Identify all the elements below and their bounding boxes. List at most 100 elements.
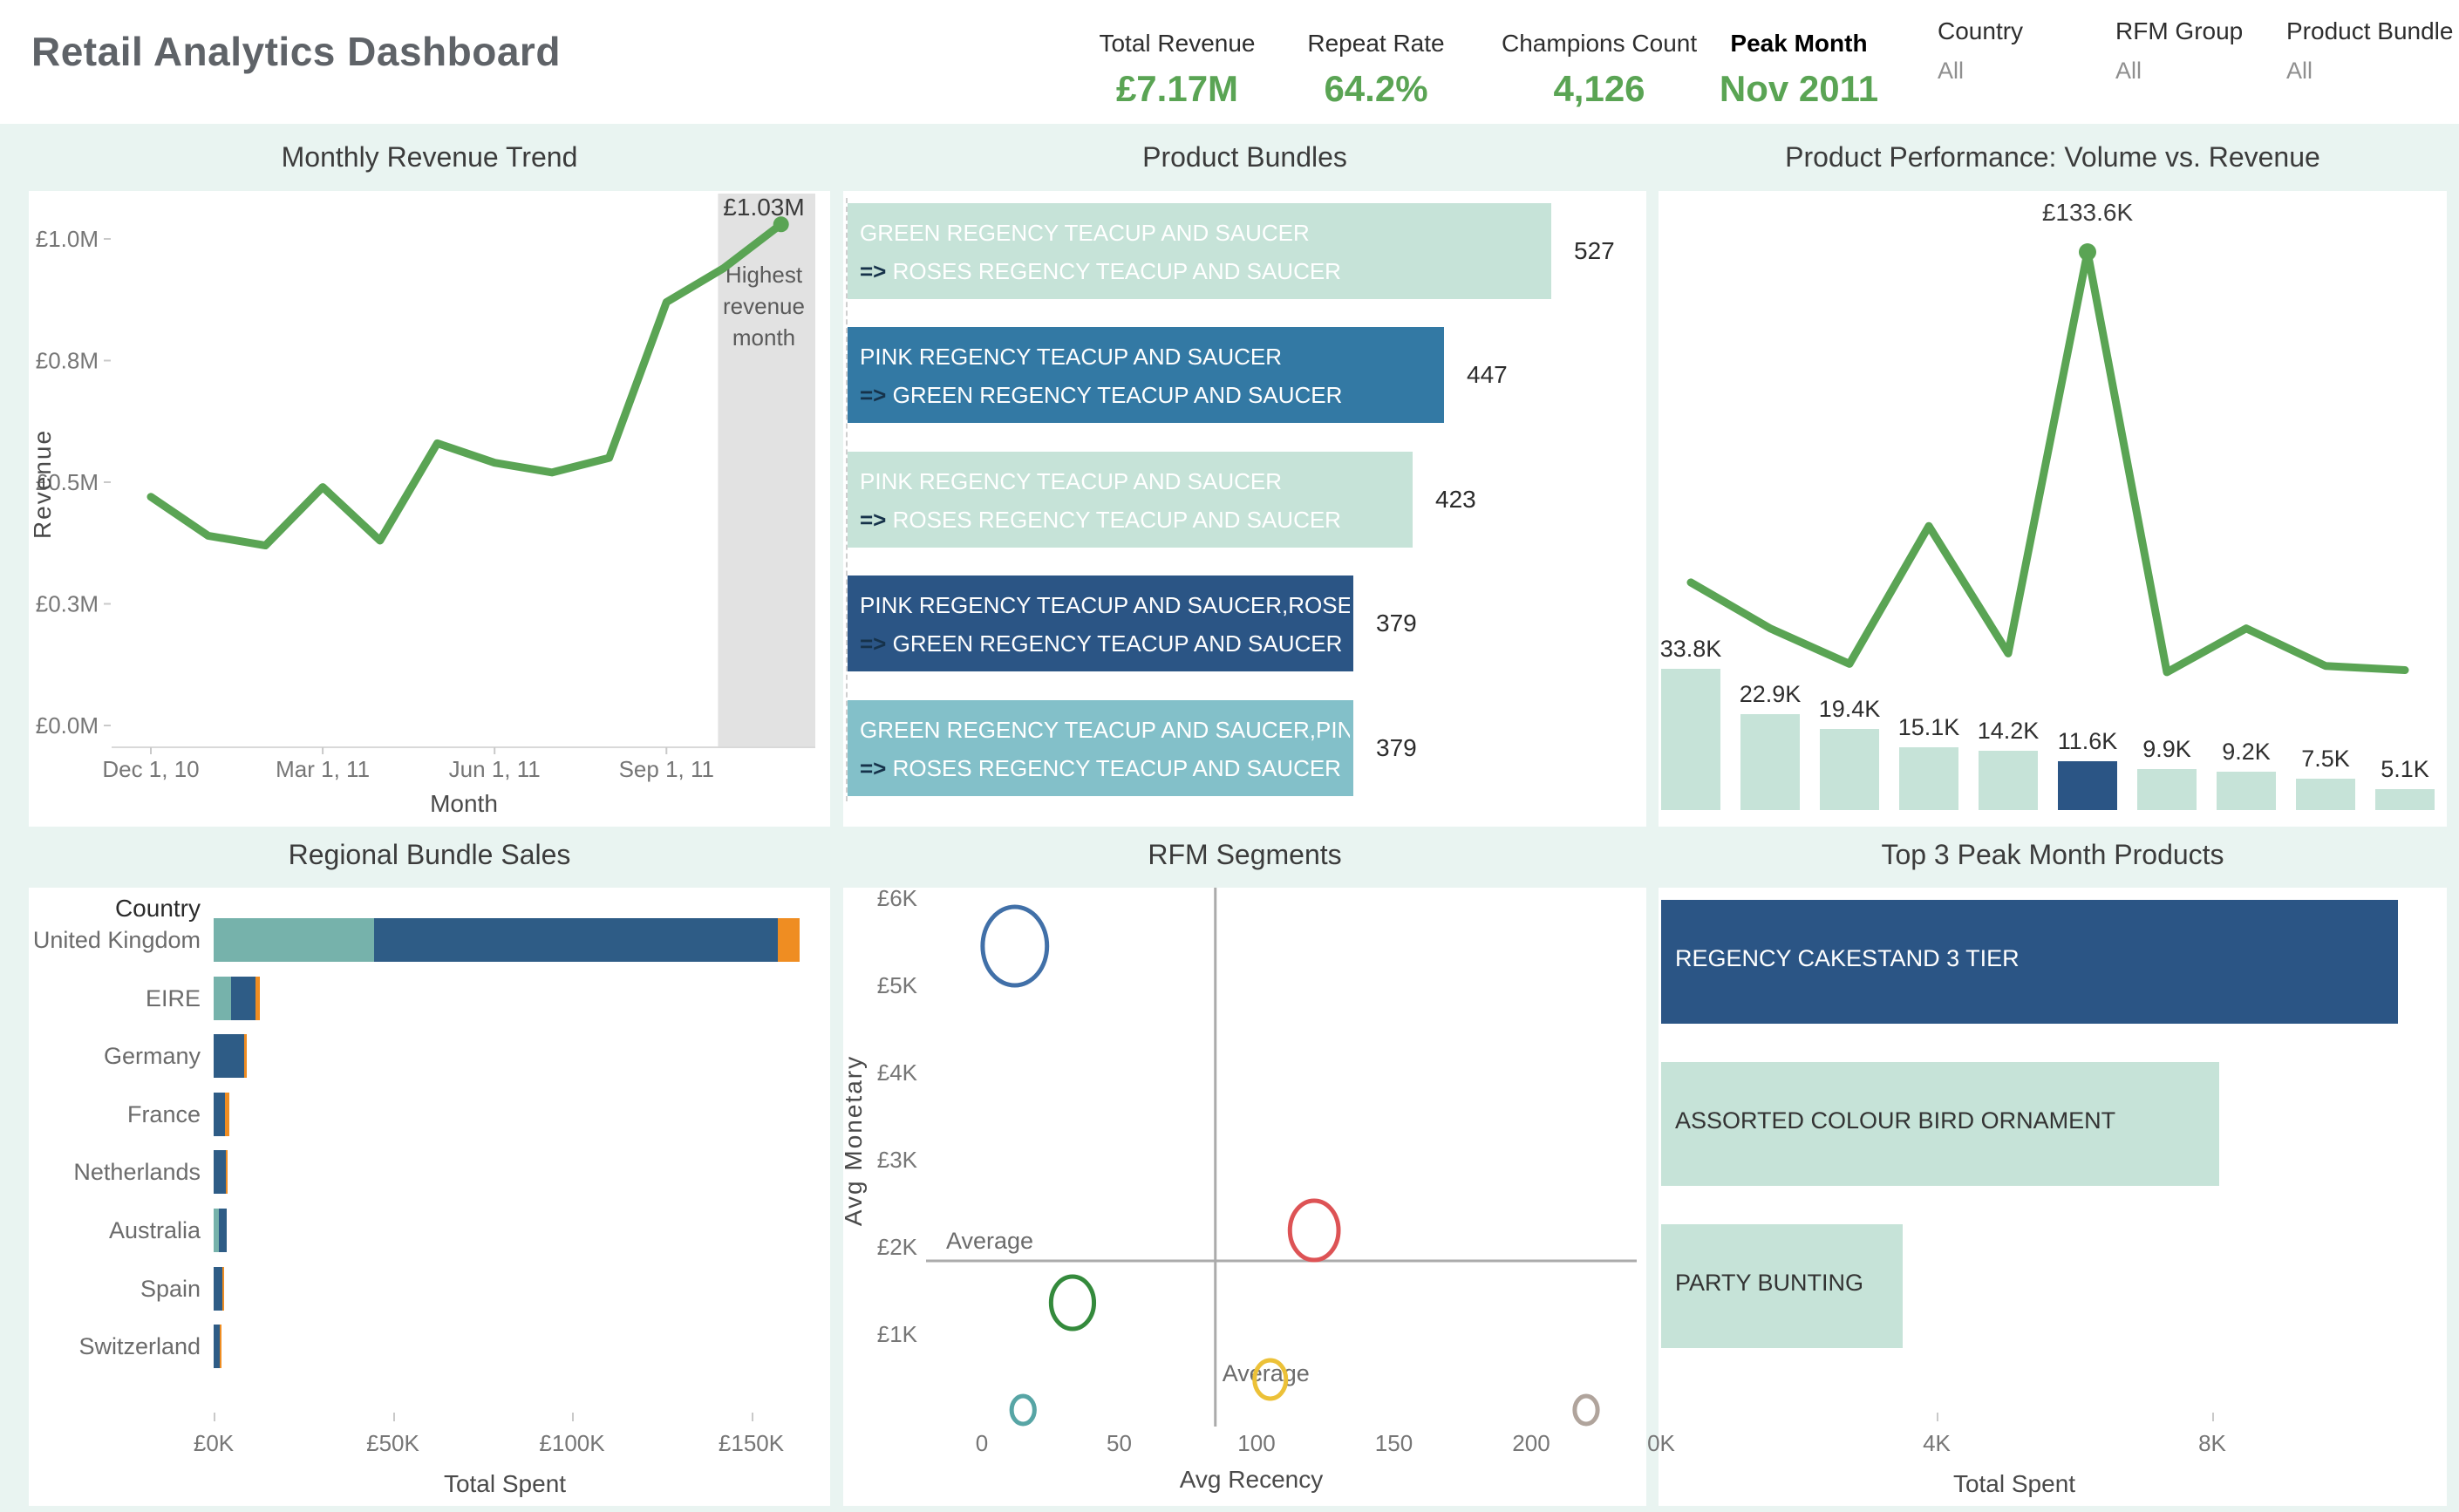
rfm-segment-ring[interactable] xyxy=(980,904,1050,988)
x-tick-label: 50 xyxy=(1107,1430,1132,1456)
stacked-segment[interactable] xyxy=(224,1092,230,1136)
volume-bar-label: 9.9K xyxy=(2142,735,2191,762)
stacked-segment[interactable] xyxy=(244,1034,248,1079)
rfm-segment-ring[interactable] xyxy=(1572,1393,1600,1427)
monthly-revenue-trend-chart: Highest revenue month £0.0M £0.3M £0.5M £0.8M £… xyxy=(29,191,830,827)
bundle-source-label: GREEN REGENCY TEACUP AND SAUCER xyxy=(860,220,1310,246)
stacked-segment[interactable] xyxy=(214,1034,245,1079)
stacked-segment[interactable] xyxy=(214,1266,222,1311)
x-tick-label: £0K xyxy=(193,1430,235,1456)
rfm-segment-ring[interactable] xyxy=(1287,1198,1341,1263)
kpi-label: Peak Month xyxy=(1730,30,1868,57)
bundle-bar[interactable]: PINK REGENCY TEACUP AND SAUCER => GREEN R… xyxy=(848,327,1444,424)
kpi-repeat-rate: Repeat Rate 64.2% xyxy=(1299,30,1453,110)
bundle-bar[interactable]: PINK REGENCY TEACUP AND SAUCER,ROSES REG… xyxy=(848,576,1353,672)
x-tick-label: Jun 1, 11 xyxy=(449,756,541,782)
product-bar[interactable]: ASSORTED COLOUR BIRD ORNAMENT xyxy=(1661,1062,2219,1186)
bundle-source-label: PINK REGENCY TEACUP AND SAUCER,ROSES REG… xyxy=(860,592,1350,619)
rfm-segment-ring[interactable] xyxy=(1009,1393,1037,1427)
stacked-segment[interactable] xyxy=(374,918,778,962)
revenue-peak-marker[interactable] xyxy=(2079,243,2096,262)
y-tick-label: £5K xyxy=(877,972,918,998)
x-tick-label: 0K xyxy=(1647,1430,1675,1456)
stacked-segment[interactable] xyxy=(777,918,800,962)
country-label: United Kingdom xyxy=(32,927,201,953)
stacked-segment[interactable] xyxy=(214,918,375,962)
x-tick-mark xyxy=(214,1413,215,1421)
volume-bar-label: 5.1K xyxy=(2381,755,2429,782)
avg-recency-label: Average xyxy=(1223,1360,1310,1386)
stacked-segment[interactable] xyxy=(214,1092,225,1136)
volume-bar[interactable] xyxy=(2137,768,2197,810)
x-tick-label: 0 xyxy=(976,1430,988,1456)
bundle-value-label: 423 xyxy=(1435,485,1476,513)
volume-bar[interactable] xyxy=(1820,729,1879,810)
bundle-bar[interactable]: PINK REGENCY TEACUP AND SAUCER => ROSES R… xyxy=(848,451,1413,548)
bundle-value-label: 527 xyxy=(1574,237,1615,264)
stacked-segment[interactable] xyxy=(214,1325,220,1369)
stacked-segment[interactable] xyxy=(219,1325,221,1369)
volume-bar[interactable] xyxy=(2375,788,2435,810)
avg-monetary-label: Average xyxy=(946,1228,1033,1254)
stacked-segment[interactable] xyxy=(255,976,260,1020)
x-tick-mark xyxy=(1937,1413,1938,1421)
rfm-plot: £1K £2K £3K £4K £5K £6K 0 50 100 150 200 Average Ave… xyxy=(840,885,1637,1493)
volume-bar[interactable] xyxy=(1899,746,1958,810)
x-tick-mark xyxy=(2212,1413,2214,1421)
y-tick-label: £6K xyxy=(877,885,918,911)
y-axis-title: Avg Monetary xyxy=(840,1055,867,1226)
bundle-value-label: 447 xyxy=(1467,361,1508,389)
stacked-segment[interactable] xyxy=(214,1209,220,1252)
band-caption: Highest xyxy=(725,262,803,288)
regional-bundle-sales-chart: Country United Kingdom EIRE Germany France Ne… xyxy=(29,888,830,1506)
volume-bar[interactable] xyxy=(2217,771,2276,810)
product-bar[interactable]: PARTY BUNTING xyxy=(1661,1224,1903,1348)
volume-bar-label: 15.1K xyxy=(1897,713,1960,740)
stacked-segment[interactable] xyxy=(219,1209,228,1252)
rfm-segment-ring[interactable] xyxy=(1252,1358,1289,1401)
x-tick-label: Sep 1, 11 xyxy=(619,756,714,782)
filter-value[interactable]: All xyxy=(2286,58,2313,84)
stacked-segment[interactable] xyxy=(231,976,256,1020)
trend-endpoint-marker[interactable] xyxy=(773,216,789,233)
volume-bar[interactable] xyxy=(1661,669,1720,810)
product-bar-label: PARTY BUNTING xyxy=(1675,1270,1864,1296)
rfm-segment-ring[interactable] xyxy=(1048,1274,1097,1332)
filter-country[interactable]: Country All xyxy=(1938,17,2023,85)
x-tick-mark xyxy=(392,1413,395,1421)
volume-bar[interactable] xyxy=(2058,761,2117,810)
stacked-segment[interactable] xyxy=(214,1150,226,1195)
filter-value[interactable]: All xyxy=(2115,58,2142,84)
filter-rfm-group[interactable]: RFM Group All xyxy=(2115,17,2243,85)
bundle-target-label: => ROSES REGENCY TEACUP AND SAUCER xyxy=(860,506,1341,533)
x-tick-label: £150K xyxy=(718,1430,785,1456)
bundle-arrow-icon: => xyxy=(860,382,887,409)
product-bar[interactable]: REGENCY CAKESTAND 3 TIER xyxy=(1661,900,2399,1024)
filter-product-bundle[interactable]: Product Bundle All xyxy=(2286,17,2453,85)
volume-bar-label: 19.4K xyxy=(1818,696,1881,723)
bundle-arrow-icon: => xyxy=(860,754,887,781)
kpi-champions-count: Champions Count 4,126 xyxy=(1502,30,1697,110)
bundle-bar[interactable]: GREEN REGENCY TEACUP AND SAUCER => ROSES … xyxy=(848,203,1551,299)
y-tick-label: £0.5M xyxy=(36,469,99,495)
x-tick-label: Mar 1, 11 xyxy=(276,756,370,782)
y-tick-label: £2K xyxy=(877,1234,918,1260)
stacked-segment[interactable] xyxy=(221,1266,225,1311)
volume-bar[interactable] xyxy=(1979,750,2038,810)
bundle-source-label: PINK REGENCY TEACUP AND SAUCER xyxy=(860,467,1283,494)
stacked-segment[interactable] xyxy=(214,976,232,1020)
volume-bar[interactable] xyxy=(1740,714,1800,810)
y-axis-title: Revenue xyxy=(29,429,56,539)
x-tick-label: 150 xyxy=(1375,1430,1413,1456)
filter-value[interactable]: All xyxy=(1938,58,1965,84)
bundle-bar[interactable]: GREEN REGENCY TEACUP AND SAUCER,PINK REG… xyxy=(848,699,1353,796)
revenue-trend-line[interactable] xyxy=(146,220,786,550)
revenue-line[interactable] xyxy=(1686,248,2409,677)
kpi-value: Nov 2011 xyxy=(1719,68,1879,109)
x-tick-mark xyxy=(572,1413,574,1421)
stacked-segment[interactable] xyxy=(225,1150,228,1195)
x-tick-label: 200 xyxy=(1512,1430,1550,1456)
volume-bar[interactable] xyxy=(2296,779,2355,810)
x-tick-mark xyxy=(751,1413,753,1421)
chart-title-product-performance: Product Performance: Volume vs. Revenue xyxy=(1785,141,2320,173)
